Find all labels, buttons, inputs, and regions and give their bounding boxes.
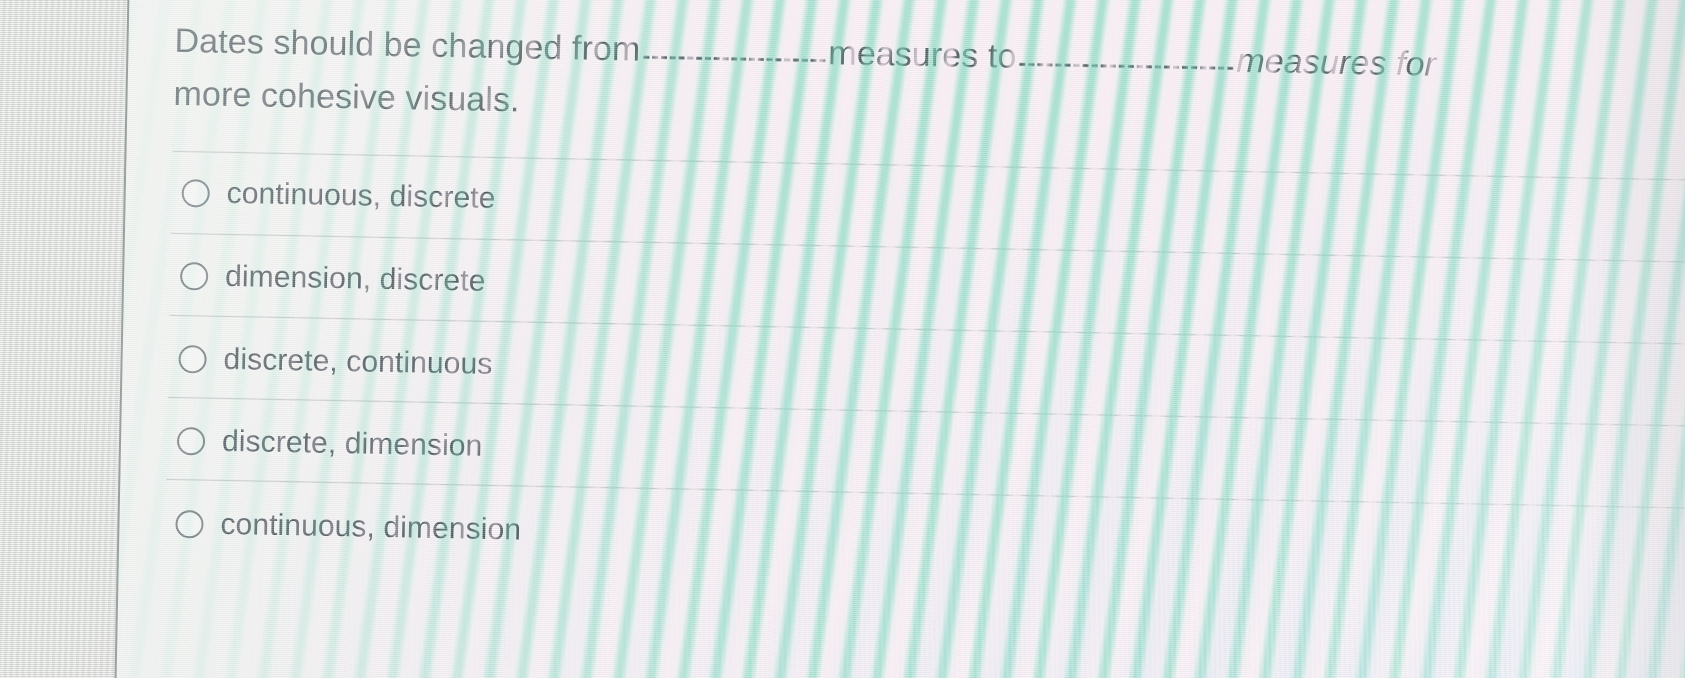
question-text-part-1: Dates should be changed from	[174, 21, 641, 69]
radio-button-icon[interactable]	[175, 509, 204, 539]
answer-option-label: dimension, discrete	[224, 259, 486, 298]
question-stem: Dates should be changed from measures to m…	[173, 15, 1565, 147]
question-text-part-2: measures to	[827, 34, 1017, 76]
answer-option-label: discrete, continuous	[223, 342, 493, 381]
answer-option-label: discrete, dimension	[221, 424, 483, 463]
answer-blank-2	[1019, 62, 1234, 70]
radio-button-icon[interactable]	[181, 178, 210, 208]
card-content: Dates should be changed from measures to m…	[116, 0, 1685, 678]
screen-card-wrapper: Dates should be changed from measures to m…	[113, 0, 1685, 678]
radio-button-icon[interactable]	[176, 426, 206, 456]
question-card: Dates should be changed from measures to m…	[113, 0, 1685, 678]
answer-blank-1	[643, 55, 826, 63]
answer-option-label: continuous, discrete	[226, 176, 496, 215]
radio-button-icon[interactable]	[179, 261, 209, 291]
question-text-part-3: measures for	[1236, 41, 1437, 84]
answer-option-label: continuous, dimension	[220, 507, 522, 547]
radio-button-icon[interactable]	[178, 344, 207, 374]
answer-options-list: continuous, discrete dimension, discrete…	[119, 150, 1685, 590]
